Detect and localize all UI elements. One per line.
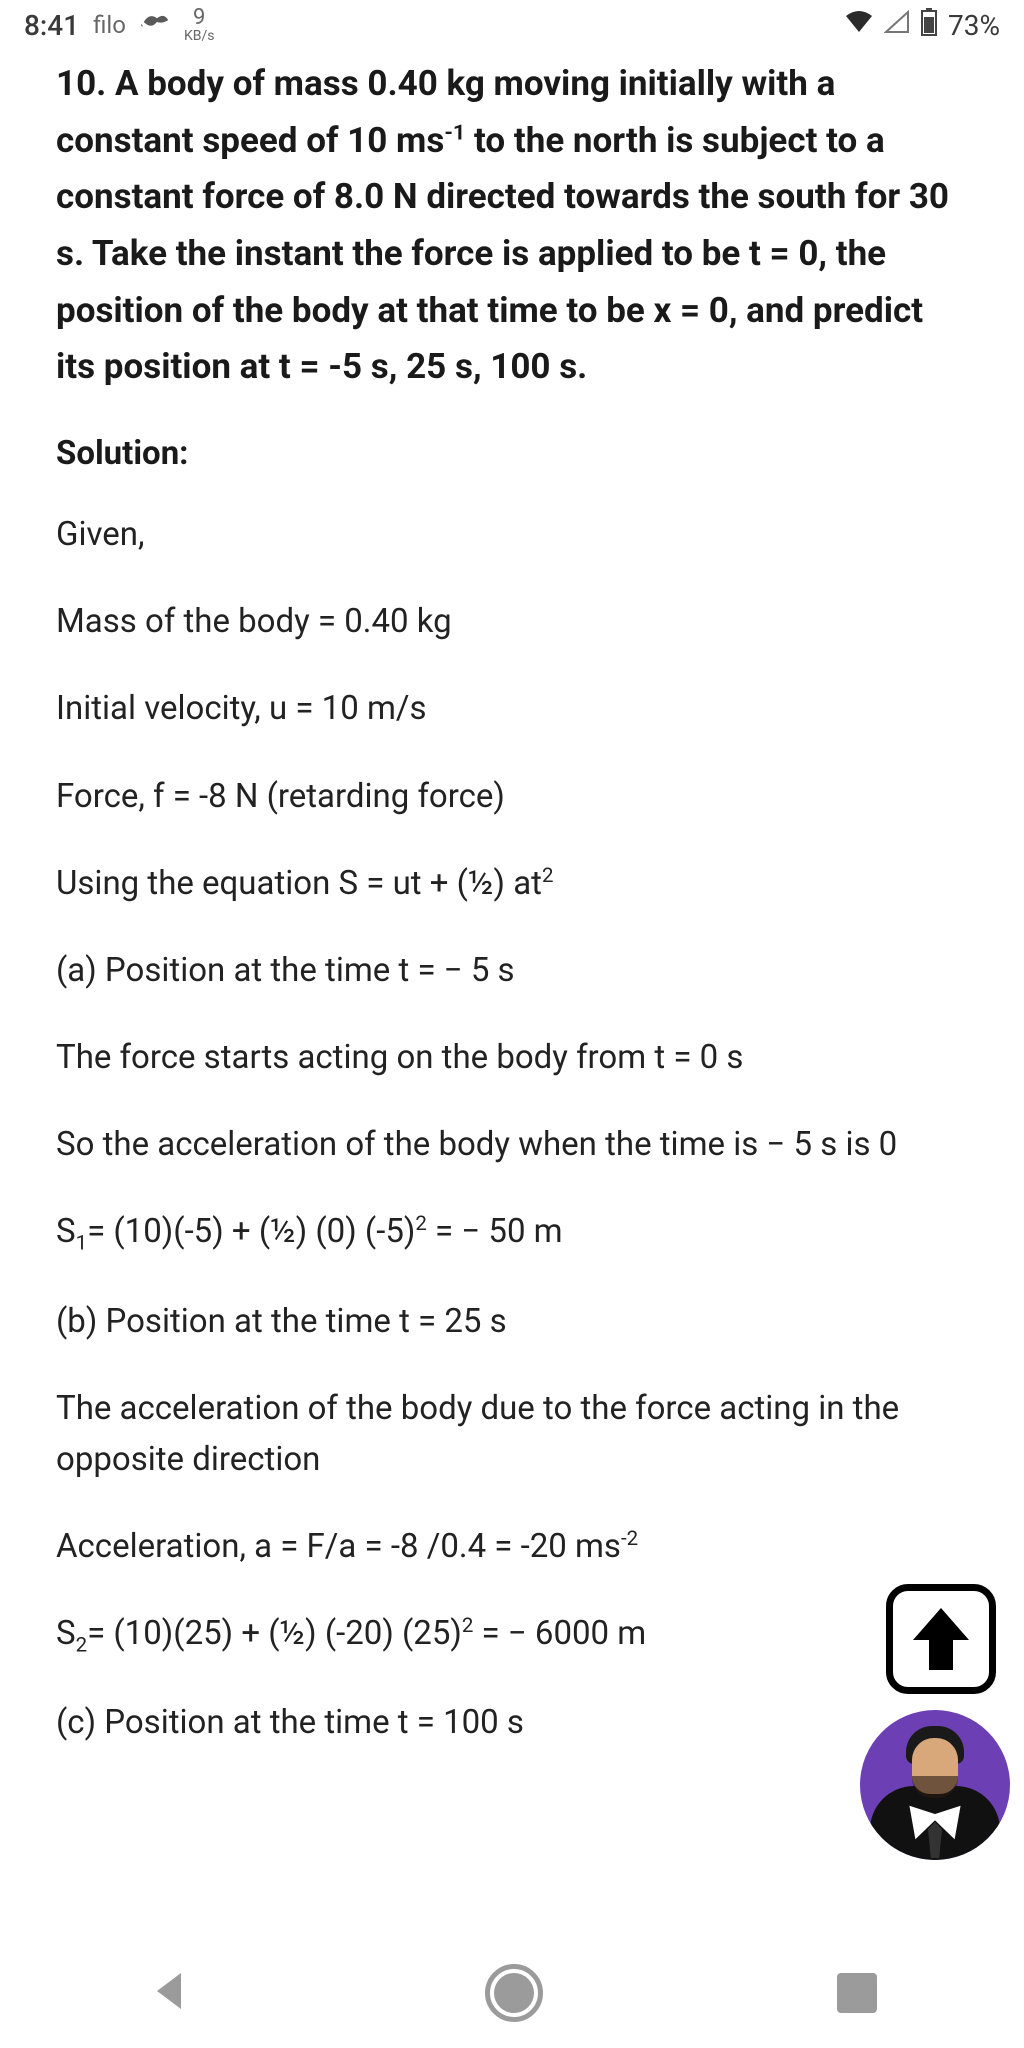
- solution-line: S2= (10)(25) + (½) (-20) (25)2 = − 6000 …: [56, 1608, 968, 1661]
- status-bar: 8:41 filo 9 KB/s 73%: [0, 0, 1024, 50]
- solution-line: The acceleration of the body due to the …: [56, 1383, 968, 1485]
- kbs-label: KB/s: [184, 29, 215, 43]
- solution-line: Initial velocity, u = 10 m/s: [56, 683, 968, 734]
- battery-icon: [920, 8, 938, 43]
- network-speed: 9 KB/s: [184, 7, 215, 43]
- solution-line: (c) Position at the time t = 100 s: [56, 1697, 968, 1748]
- question-text: 10. A body of mass 0.40 kg moving initia…: [56, 56, 968, 396]
- wifi-icon: [844, 10, 874, 41]
- solution-line: So the acceleration of the body when the…: [56, 1119, 968, 1170]
- solution-line: (b) Position at the time t = 25 s: [56, 1296, 968, 1347]
- nav-recent-button[interactable]: [837, 1973, 877, 2013]
- status-left: 8:41 filo 9 KB/s: [24, 7, 214, 43]
- solution-line: The force starts acting on the body from…: [56, 1032, 968, 1083]
- battery-percent: 73%: [948, 9, 1000, 42]
- clock: 8:41: [24, 9, 79, 42]
- nav-home-button[interactable]: [485, 1964, 543, 2022]
- kbs-value: 9: [193, 7, 205, 29]
- system-nav-bar: [0, 1938, 1024, 2048]
- solution-line: Acceleration, a = F/a = -8 /0.4 = -20 ms…: [56, 1521, 968, 1572]
- tutor-avatar[interactable]: [860, 1710, 1010, 1860]
- arrow-up-icon: [911, 1606, 971, 1672]
- notification-icon: [140, 10, 170, 41]
- page-content: 10. A body of mass 0.40 kg moving initia…: [0, 50, 1024, 1749]
- nav-back-button[interactable]: [147, 1969, 191, 2017]
- solution-body: Given, Mass of the body = 0.40 kg Initial …: [56, 509, 968, 1748]
- scroll-top-button[interactable]: [886, 1584, 996, 1694]
- solution-line: Force, f = -8 N (retarding force): [56, 771, 968, 822]
- app-indicator: filo: [93, 11, 126, 39]
- solution-heading: Solution:: [56, 434, 968, 473]
- status-right: 73%: [844, 8, 1000, 43]
- solution-line: Using the equation S = ut + (½) at2: [56, 858, 968, 909]
- solution-line: Mass of the body = 0.40 kg: [56, 596, 968, 647]
- solution-line: S1= (10)(-5) + (½) (0) (-5)2 = − 50 m: [56, 1206, 968, 1259]
- solution-line: Given,: [56, 509, 968, 560]
- solution-line: (a) Position at the time t = − 5 s: [56, 945, 968, 996]
- signal-icon: [884, 10, 910, 41]
